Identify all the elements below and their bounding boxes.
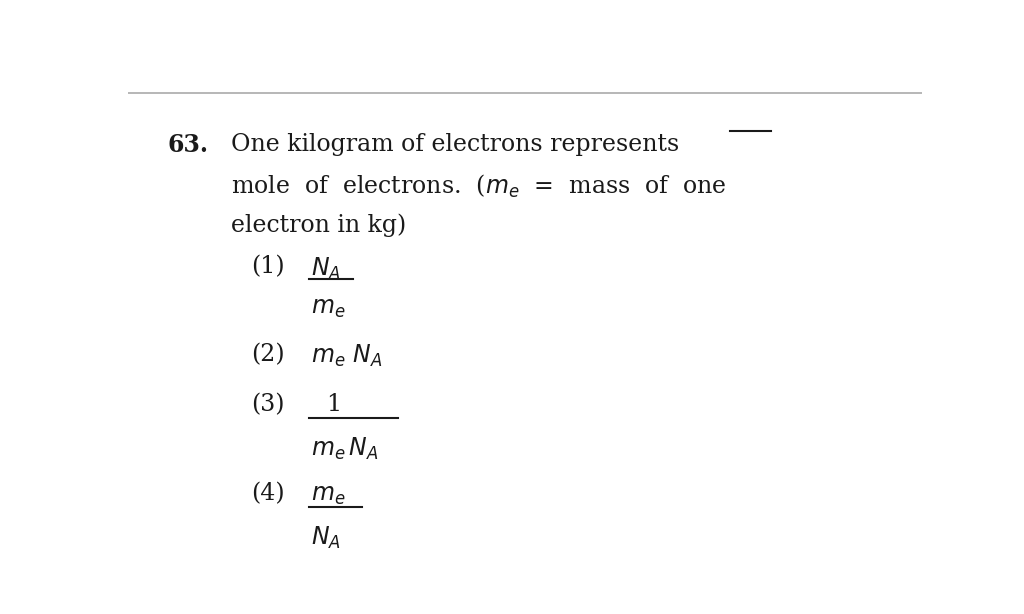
Text: $m_e$: $m_e$ bbox=[310, 296, 345, 320]
Text: (1): (1) bbox=[251, 255, 285, 279]
Text: mole  of  electrons.  ($m_e$  =  mass  of  one: mole of electrons. ($m_e$ = mass of one bbox=[231, 173, 727, 200]
Text: $m_e$ $N_A$: $m_e$ $N_A$ bbox=[310, 343, 382, 370]
Text: (2): (2) bbox=[251, 343, 285, 366]
Text: $m_e$: $m_e$ bbox=[310, 483, 345, 507]
Text: One kilogram of electrons represents: One kilogram of electrons represents bbox=[231, 133, 679, 156]
Text: 1: 1 bbox=[327, 393, 342, 416]
Text: 63.: 63. bbox=[168, 133, 209, 157]
Text: electron in kg): electron in kg) bbox=[231, 213, 407, 236]
Text: $m_e\,N_A$: $m_e\,N_A$ bbox=[310, 435, 378, 462]
Text: (4): (4) bbox=[251, 483, 285, 506]
Text: (3): (3) bbox=[251, 393, 285, 416]
Text: $N_A$: $N_A$ bbox=[310, 255, 340, 282]
Text: $N_A$: $N_A$ bbox=[310, 525, 340, 551]
